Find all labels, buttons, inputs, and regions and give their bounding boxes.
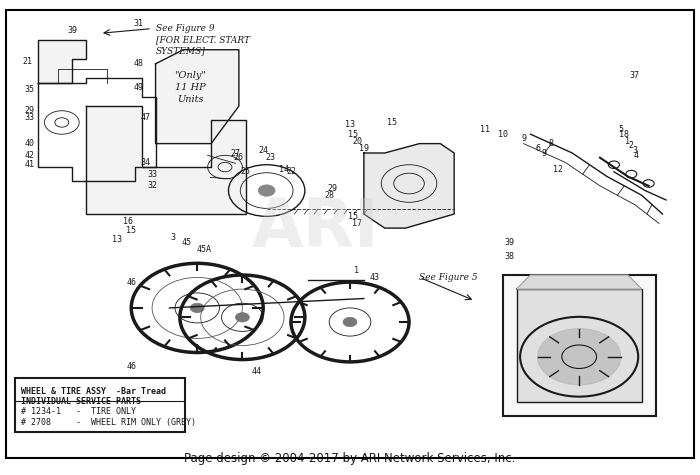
Text: "Only"
11 HP
Units: "Only" 11 HP Units — [174, 71, 206, 104]
Polygon shape — [517, 275, 642, 289]
Circle shape — [235, 313, 249, 322]
Bar — [503, 275, 656, 416]
Text: 29: 29 — [25, 106, 34, 115]
Text: 15: 15 — [386, 118, 397, 127]
Text: 13: 13 — [345, 120, 355, 129]
Text: 10: 10 — [498, 130, 508, 139]
Text: 26: 26 — [234, 153, 244, 162]
Text: 8: 8 — [549, 139, 554, 148]
Text: 39: 39 — [67, 27, 77, 36]
Polygon shape — [155, 50, 239, 143]
Text: 15: 15 — [349, 130, 358, 139]
Text: 43: 43 — [370, 273, 379, 282]
Text: 24: 24 — [258, 146, 268, 155]
Text: 11: 11 — [480, 125, 491, 134]
Text: 33: 33 — [147, 170, 157, 179]
Polygon shape — [86, 106, 246, 214]
Circle shape — [538, 329, 621, 385]
Text: 35: 35 — [25, 85, 34, 94]
Text: 15: 15 — [126, 226, 136, 235]
Text: 40: 40 — [25, 139, 34, 148]
Text: 48: 48 — [133, 59, 144, 68]
Text: 44: 44 — [251, 367, 261, 376]
Text: 20: 20 — [352, 137, 362, 146]
Text: 38: 38 — [505, 252, 514, 261]
Text: 9: 9 — [521, 134, 526, 143]
Text: 47: 47 — [140, 114, 150, 122]
Text: 4: 4 — [634, 151, 638, 160]
Circle shape — [190, 303, 204, 313]
Text: 19: 19 — [359, 144, 369, 153]
Text: INDIVIDUAL SERVICE PARTS: INDIVIDUAL SERVICE PARTS — [21, 397, 141, 406]
Text: # 1234-1   -  TIRE ONLY: # 1234-1 - TIRE ONLY — [21, 408, 136, 417]
Text: 29: 29 — [328, 184, 337, 193]
Text: 3: 3 — [170, 233, 176, 242]
Text: 45: 45 — [182, 238, 192, 247]
Text: 2: 2 — [629, 142, 634, 151]
Text: 28: 28 — [324, 191, 334, 200]
Circle shape — [343, 317, 357, 327]
Text: 1: 1 — [625, 137, 630, 146]
Text: 14: 14 — [279, 165, 289, 174]
Text: 37: 37 — [630, 71, 640, 80]
Polygon shape — [364, 143, 454, 228]
Text: 22: 22 — [286, 167, 296, 176]
Text: 41: 41 — [25, 160, 34, 169]
Circle shape — [258, 185, 275, 196]
Text: Page design © 2004-2017 by ARI Network Services, Inc.: Page design © 2004-2017 by ARI Network S… — [184, 452, 516, 465]
Text: 42: 42 — [25, 151, 34, 160]
Text: 32: 32 — [147, 181, 157, 190]
Text: 15: 15 — [349, 212, 358, 221]
Text: 1: 1 — [354, 266, 359, 275]
Text: See Figure 9
[FOR ELECT. START
SYSTEMS]: See Figure 9 [FOR ELECT. START SYSTEMS] — [155, 24, 250, 55]
Text: 27: 27 — [230, 149, 240, 158]
Text: 13: 13 — [113, 235, 122, 244]
Text: See Figure 5: See Figure 5 — [419, 273, 478, 282]
Text: ARI: ARI — [251, 195, 379, 261]
Text: 21: 21 — [22, 57, 32, 66]
Text: 39: 39 — [505, 238, 514, 247]
Text: # 2708     -  WHEEL RIM ONLY (GREY): # 2708 - WHEEL RIM ONLY (GREY) — [21, 418, 196, 427]
Text: 45A: 45A — [197, 245, 211, 254]
Text: 49: 49 — [133, 83, 144, 92]
Text: 17: 17 — [352, 219, 362, 228]
Text: 25: 25 — [241, 167, 251, 176]
Bar — [15, 378, 186, 432]
Text: 33: 33 — [25, 114, 34, 122]
Text: 12: 12 — [553, 165, 564, 174]
Text: WHEEL & TIRE ASSY  -Bar Tread: WHEEL & TIRE ASSY -Bar Tread — [21, 387, 166, 396]
Text: 23: 23 — [265, 153, 275, 162]
Text: 3: 3 — [632, 146, 637, 155]
Text: 16: 16 — [122, 217, 133, 226]
Text: 46: 46 — [126, 362, 136, 371]
Text: 6: 6 — [535, 144, 540, 153]
Text: 34: 34 — [140, 158, 150, 167]
Polygon shape — [38, 40, 86, 83]
Text: 46: 46 — [126, 277, 136, 286]
Text: 9: 9 — [542, 149, 547, 158]
Bar — [517, 289, 642, 402]
Text: 5: 5 — [618, 125, 623, 134]
Text: 31: 31 — [133, 19, 144, 28]
Text: 18: 18 — [620, 130, 629, 139]
